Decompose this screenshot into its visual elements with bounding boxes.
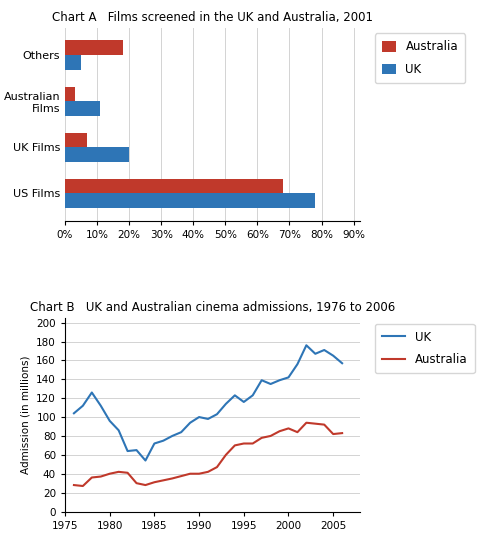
Australia (232, 442, 238, 449)
UK (258, 377, 264, 383)
Australia (106, 470, 112, 477)
UK (232, 392, 238, 399)
Australia (339, 430, 345, 436)
UK (89, 389, 95, 396)
Australia (223, 452, 229, 458)
Bar (65, 40, 122, 55)
Australia (276, 428, 282, 435)
Australia (170, 475, 175, 482)
UK (321, 346, 327, 353)
UK (152, 440, 158, 447)
UK (187, 420, 193, 426)
Line: Australia: Australia (74, 423, 342, 486)
Australia (258, 434, 264, 441)
UK (214, 411, 220, 417)
Title: Chart A   Films screened in the UK and Australia, 2001: Chart A Films screened in the UK and Aus… (52, 10, 373, 24)
UK (134, 447, 140, 453)
Bar (65, 55, 81, 70)
UK (276, 377, 282, 383)
UK (312, 350, 318, 357)
UK (330, 353, 336, 359)
UK (205, 416, 211, 422)
UK (294, 361, 300, 367)
UK (71, 410, 77, 416)
UK (223, 400, 229, 407)
Australia (250, 440, 256, 447)
Bar (65, 147, 129, 162)
Australia (152, 479, 158, 486)
UK (106, 417, 112, 424)
UK (250, 392, 256, 399)
Australia (98, 473, 104, 480)
Australia (160, 477, 166, 483)
Australia (116, 469, 121, 475)
Australia (80, 483, 86, 490)
Australia (241, 440, 247, 447)
UK (170, 433, 175, 439)
Australia (89, 474, 95, 481)
Bar (65, 86, 74, 101)
Australia (196, 470, 202, 477)
Bar (65, 194, 315, 208)
Australia (312, 420, 318, 427)
UK (241, 399, 247, 405)
Bar (65, 133, 88, 147)
UK (116, 427, 121, 433)
UK (286, 374, 292, 381)
Australia (71, 482, 77, 488)
UK (80, 403, 86, 409)
UK (268, 381, 274, 387)
Legend: UK, Australia: UK, Australia (375, 324, 474, 373)
Title: Chart B   UK and Australian cinema admissions, 1976 to 2006: Chart B UK and Australian cinema admissi… (30, 301, 395, 314)
Australia (134, 480, 140, 486)
Australia (142, 482, 148, 488)
Legend: Australia, UK: Australia, UK (375, 34, 465, 83)
Australia (286, 425, 292, 432)
Australia (187, 470, 193, 477)
UK (178, 429, 184, 436)
UK (196, 414, 202, 420)
Australia (205, 469, 211, 475)
UK (304, 342, 310, 349)
Australia (321, 421, 327, 428)
Australia (124, 470, 130, 476)
Australia (304, 420, 310, 426)
UK (98, 403, 104, 409)
UK (160, 437, 166, 444)
Australia (294, 429, 300, 436)
Australia (330, 431, 336, 437)
UK (124, 448, 130, 454)
Australia (268, 433, 274, 439)
Bar (65, 179, 283, 194)
Bar (65, 101, 100, 116)
UK (142, 457, 148, 464)
Y-axis label: Admission (in millions): Admission (in millions) (20, 355, 30, 474)
UK (339, 360, 345, 366)
Australia (214, 464, 220, 470)
Line: UK: UK (74, 345, 342, 460)
